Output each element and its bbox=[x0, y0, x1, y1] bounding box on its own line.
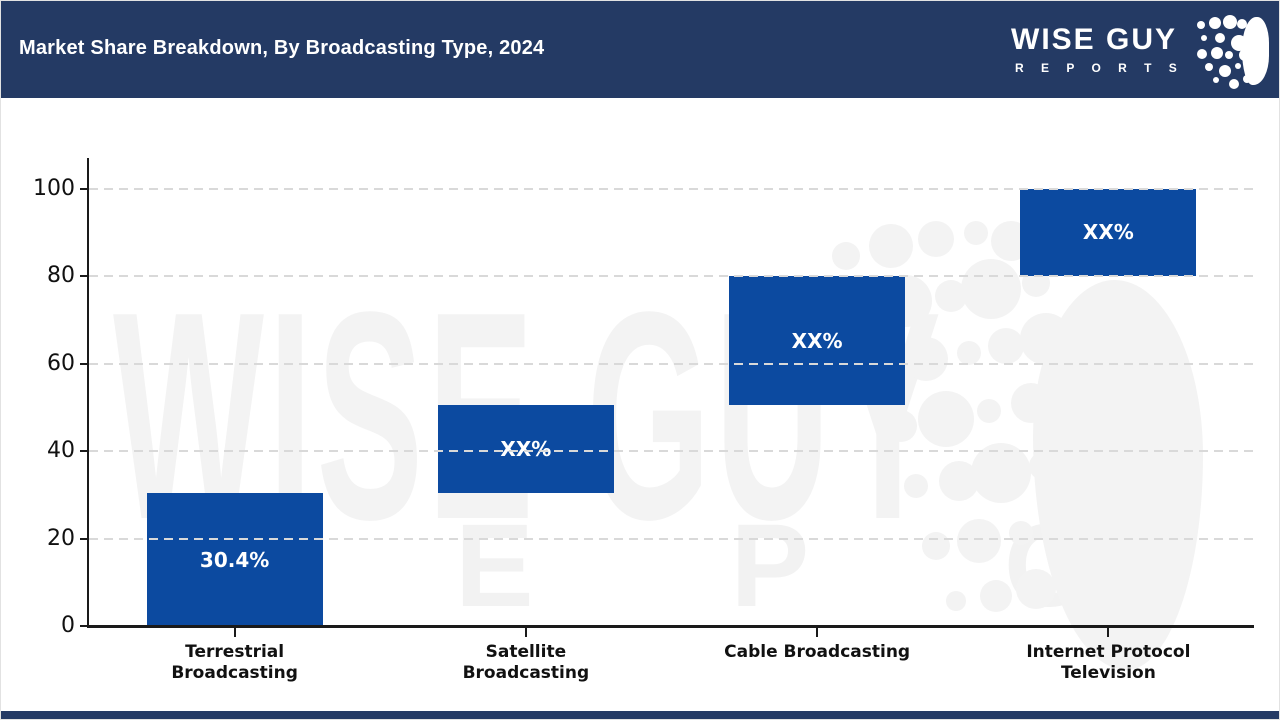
x-axis-tick-mark bbox=[233, 628, 236, 637]
bar-segment: XX% bbox=[729, 276, 906, 406]
y-axis-tick-mark bbox=[80, 450, 89, 452]
logo-dot bbox=[1237, 19, 1247, 29]
wiseguy-logo: WISE GUY R E P O R T S bbox=[1011, 11, 1269, 93]
bar-value-label: 30.4% bbox=[199, 547, 270, 572]
logo-face-profile bbox=[1242, 17, 1269, 85]
logo-dot bbox=[1197, 49, 1207, 59]
y-axis-tick-mark bbox=[80, 625, 89, 627]
logo-dot bbox=[1223, 15, 1237, 29]
y-axis-line bbox=[87, 158, 89, 627]
y-axis-tick-mark bbox=[80, 187, 89, 190]
x-axis-category-label-line: Broadcasting bbox=[462, 663, 590, 683]
x-axis-category-label-line: Satellite bbox=[485, 642, 567, 662]
x-axis-tick-mark bbox=[524, 628, 527, 637]
logo-dot bbox=[1209, 17, 1221, 29]
wiseguy-logo-wordmark: WISE GUY bbox=[1011, 23, 1178, 56]
logo-dot bbox=[1211, 47, 1223, 59]
logo-dot bbox=[1197, 21, 1205, 29]
gridline bbox=[89, 362, 1254, 365]
wiseguy-logo-face-icon bbox=[1191, 11, 1269, 93]
header-band: Market Share Breakdown, By Broadcasting … bbox=[1, 1, 1279, 98]
y-axis-tick-label: 0 bbox=[61, 613, 75, 638]
y-axis-tick-label: 100 bbox=[33, 175, 75, 201]
footer-band bbox=[1, 711, 1279, 719]
x-axis-line bbox=[87, 625, 1254, 628]
bar-segment: 30.4% bbox=[146, 493, 323, 626]
logo-dot bbox=[1205, 63, 1213, 71]
y-axis-tick-label: 40 bbox=[47, 438, 75, 463]
bar-value-label: XX% bbox=[500, 437, 552, 462]
logo-dot bbox=[1225, 51, 1233, 59]
gridline bbox=[89, 450, 1254, 452]
logo-dot bbox=[1235, 63, 1241, 69]
y-axis-tick-mark bbox=[80, 362, 89, 365]
logo-dot bbox=[1213, 77, 1219, 83]
y-axis-tick-label: 20 bbox=[47, 525, 75, 551]
logo-dot bbox=[1215, 33, 1225, 43]
x-axis-category-label-line: Broadcasting bbox=[171, 663, 298, 683]
logo-dot bbox=[1219, 65, 1231, 77]
bar-segment: XX% bbox=[437, 405, 614, 493]
y-axis-tick-label: 60 bbox=[47, 350, 75, 376]
y-axis-tick-mark bbox=[80, 537, 89, 540]
bar-segment: XX% bbox=[1020, 188, 1197, 276]
x-axis-category-label-line: Internet Protocol bbox=[1026, 642, 1191, 662]
x-axis-tick-mark bbox=[816, 628, 819, 637]
x-axis-category-label: Internet Protocol Television bbox=[968, 642, 1248, 684]
x-axis-category-label: Cable Broadcasting bbox=[677, 642, 957, 663]
page-title: Market Share Breakdown, By Broadcasting … bbox=[19, 37, 545, 59]
x-axis-category-label-line: Television bbox=[1060, 663, 1156, 683]
y-axis-tick-mark bbox=[80, 275, 89, 277]
bar-value-label: XX% bbox=[791, 328, 843, 353]
logo-dot bbox=[1229, 79, 1239, 89]
x-axis-category-label-line: Cable Broadcasting bbox=[724, 642, 911, 662]
wiseguy-logo-subtitle: R E P O R T S bbox=[1015, 61, 1184, 75]
x-axis-tick-mark bbox=[1107, 628, 1110, 637]
y-axis-tick-label: 80 bbox=[47, 263, 75, 288]
chart-area: 0 20 40 60 80 100 30.4% Terrestrial Broadcasting… bbox=[1, 98, 1279, 713]
x-axis-category-label: Satellite Broadcasting bbox=[386, 642, 666, 684]
x-axis-category-label: Terrestrial Broadcasting bbox=[95, 642, 375, 684]
logo-dot bbox=[1201, 35, 1207, 41]
bar-value-label: XX% bbox=[1082, 220, 1134, 245]
x-axis-category-label-line: Terrestrial bbox=[185, 642, 285, 662]
